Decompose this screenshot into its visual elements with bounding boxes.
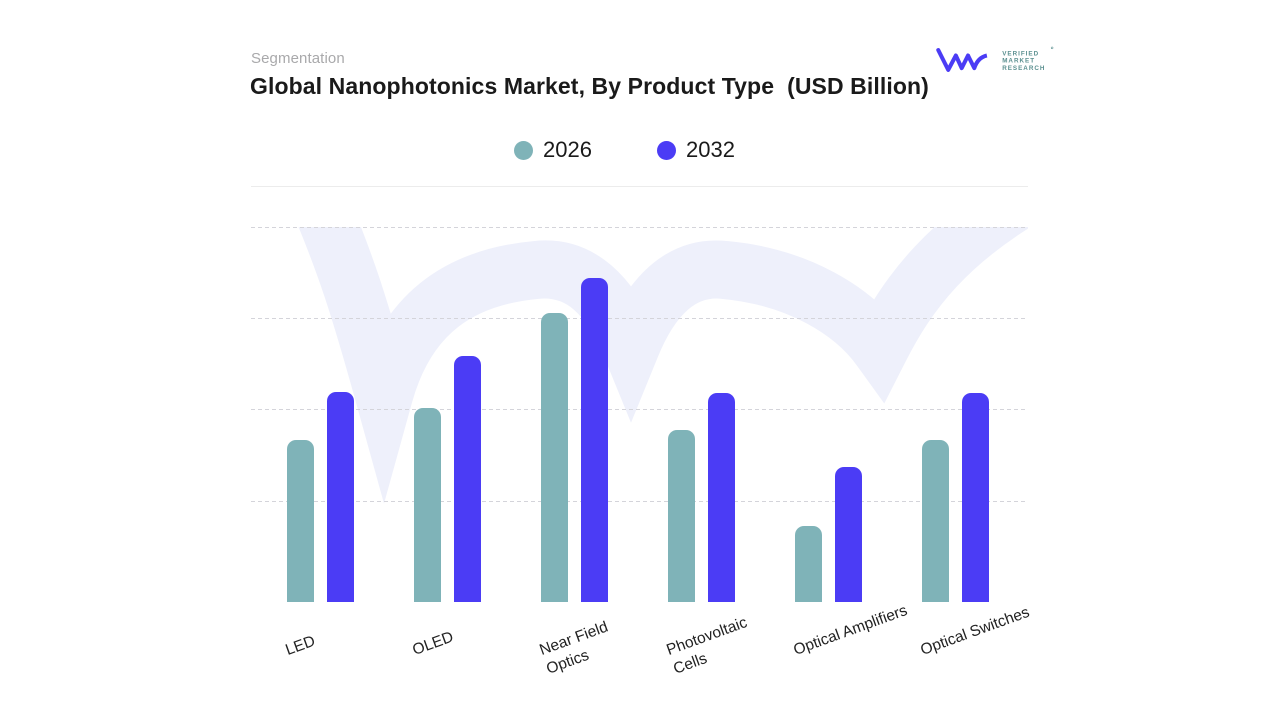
svg-text:R: R [1051,47,1053,50]
svg-text:MARKET: MARKET [1002,58,1035,65]
svg-text:RESEARCH: RESEARCH [1002,65,1045,72]
svg-text:VERIFIED: VERIFIED [1002,51,1039,58]
